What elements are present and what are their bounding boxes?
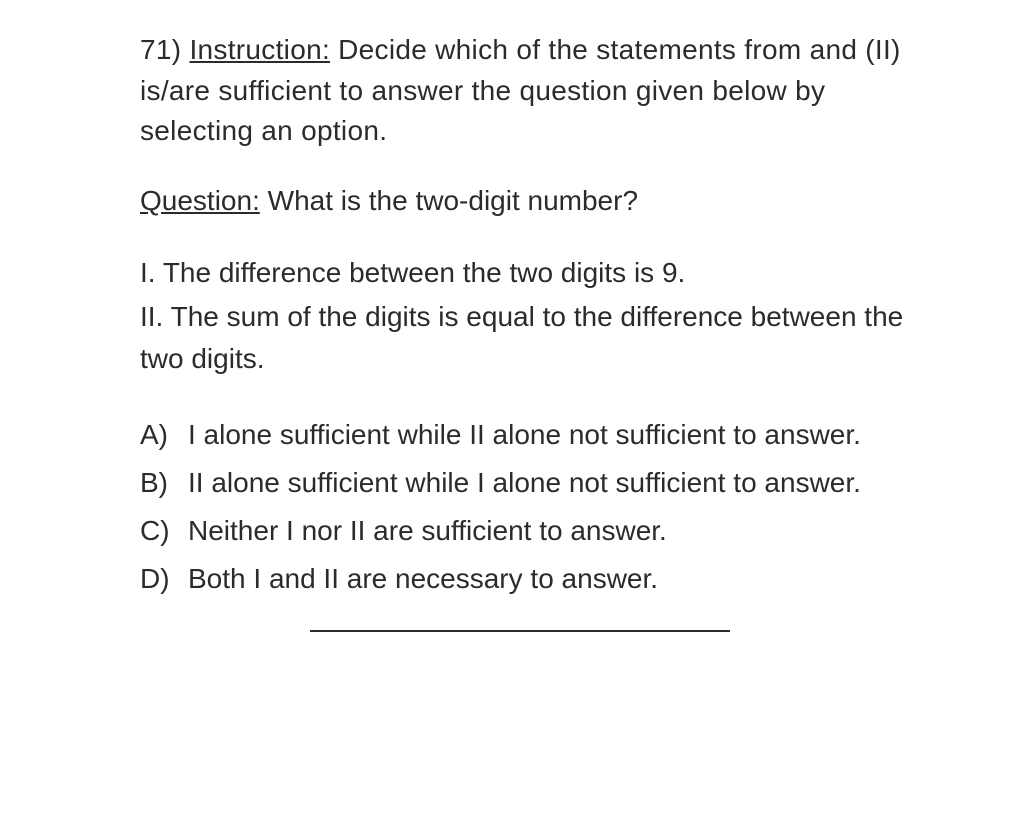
- option-d[interactable]: D) Both I and II are necessary to answer…: [140, 558, 920, 600]
- question-paragraph: Question: What is the two-digit number?: [140, 180, 920, 222]
- question-block: 71) Instruction: Decide which of the sta…: [140, 30, 920, 632]
- option-letter: B): [140, 462, 188, 504]
- option-text: I alone sufficient while II alone not su…: [188, 414, 920, 456]
- statement-2: II. The sum of the digits is equal to th…: [140, 296, 920, 380]
- options-list: A) I alone sufficient while II alone not…: [140, 414, 920, 600]
- instruction-paragraph: 71) Instruction: Decide which of the sta…: [140, 30, 920, 152]
- instruction-label: Instruction:: [189, 34, 330, 65]
- option-text: Neither I nor II are sufficient to answe…: [188, 510, 920, 552]
- option-a[interactable]: A) I alone sufficient while II alone not…: [140, 414, 920, 456]
- option-c[interactable]: C) Neither I nor II are sufficient to an…: [140, 510, 920, 552]
- option-letter: A): [140, 414, 188, 456]
- option-text: Both I and II are necessary to answer.: [188, 558, 920, 600]
- statements-list: I. The difference between the two digits…: [140, 252, 920, 380]
- question-text: What is the two-digit number?: [268, 185, 638, 216]
- option-b[interactable]: B) II alone sufficient while I alone not…: [140, 462, 920, 504]
- option-letter: C): [140, 510, 188, 552]
- option-letter: D): [140, 558, 188, 600]
- statement-1: I. The difference between the two digits…: [140, 252, 920, 294]
- section-divider: [310, 630, 730, 632]
- option-text: II alone sufficient while I alone not su…: [188, 462, 920, 504]
- question-label: Question:: [140, 185, 260, 216]
- question-number: 71): [140, 34, 181, 65]
